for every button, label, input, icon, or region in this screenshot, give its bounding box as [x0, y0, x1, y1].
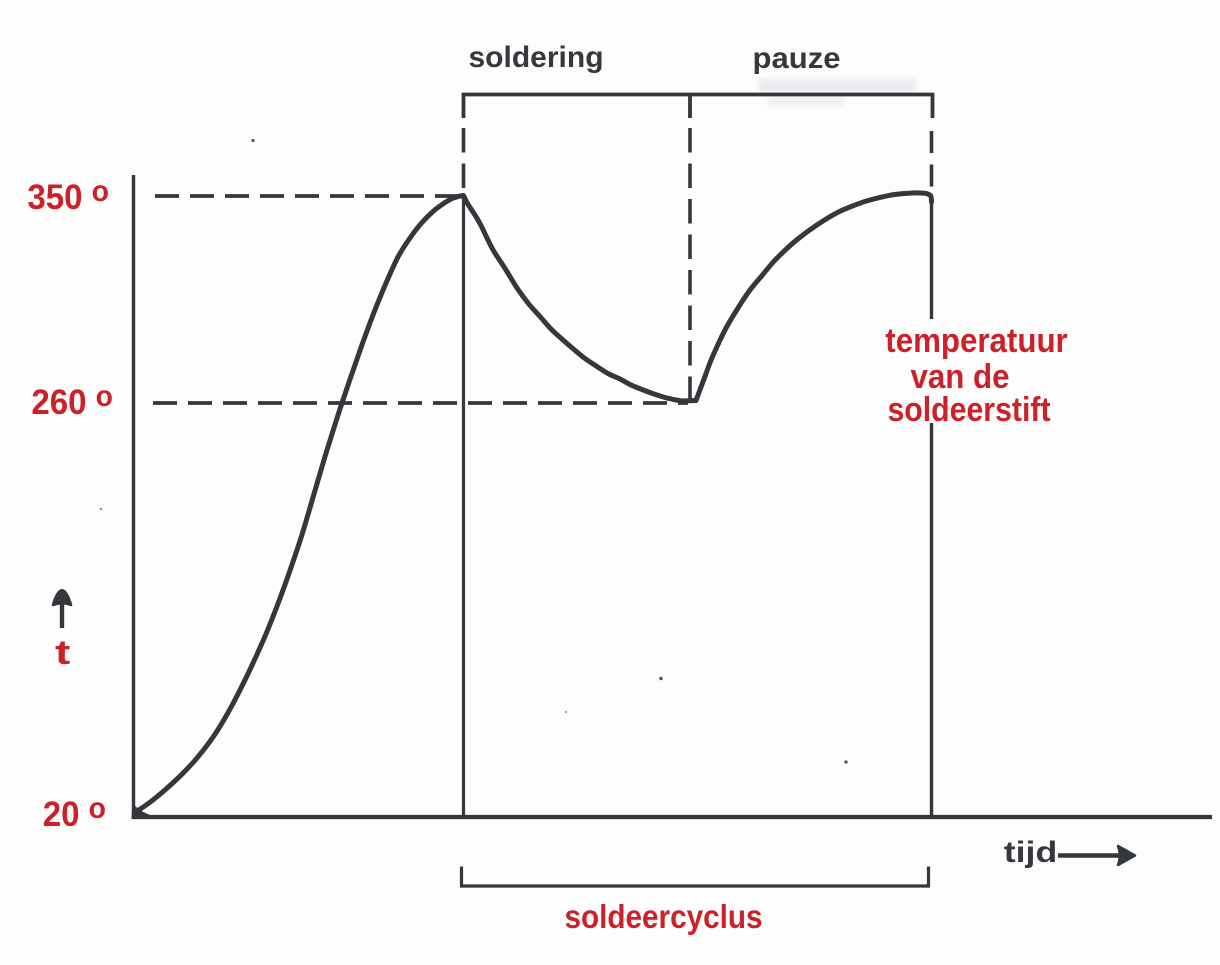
svg-text:260 o: 260 o — [31, 380, 113, 422]
svg-text:soldering: soldering — [468, 41, 603, 74]
svg-text:t: t — [55, 633, 70, 672]
svg-text:temperatuur: temperatuur — [885, 321, 1068, 360]
svg-text:tijd: tijd — [1004, 835, 1058, 869]
svg-text:soldeerstift: soldeerstift — [887, 390, 1050, 428]
svg-text:soldeercyclus: soldeercyclus — [564, 899, 762, 936]
svg-text:van de: van de — [910, 357, 1009, 396]
svg-text:pauze: pauze — [753, 41, 841, 74]
svg-text:350 o: 350 o — [27, 175, 109, 217]
